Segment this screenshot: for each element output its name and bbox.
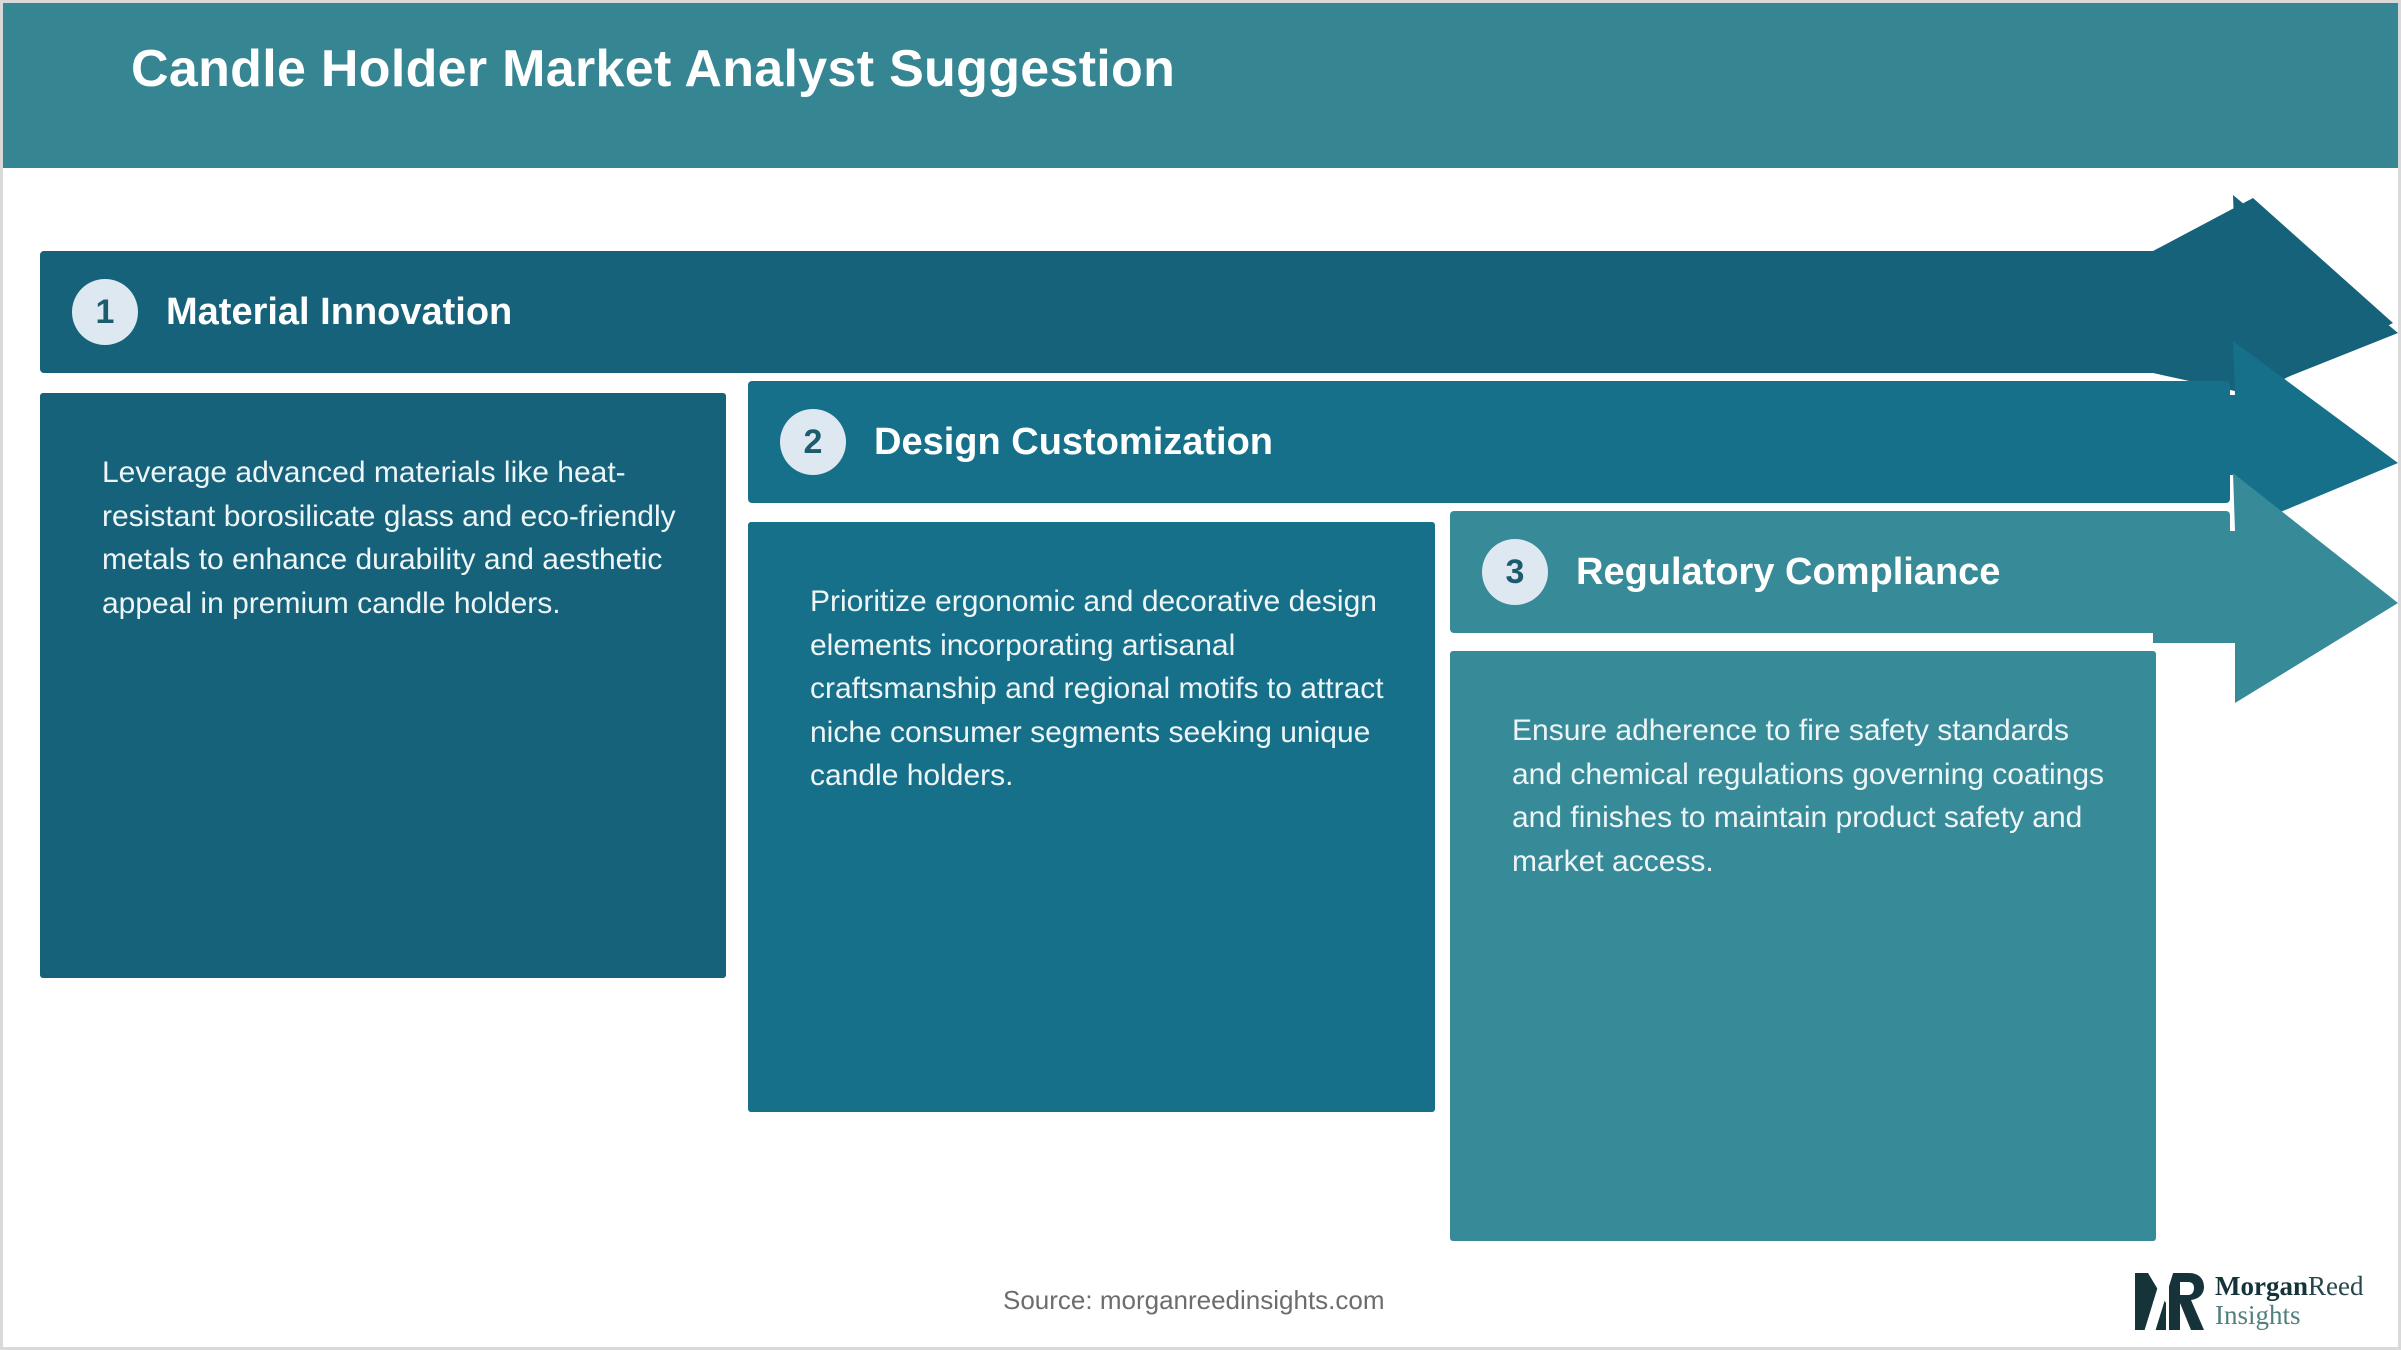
logo-word-morgan: Morgan (2215, 1270, 2308, 1301)
step-card-3: Ensure adherence to fire safety standard… (1450, 651, 2156, 1241)
logo-wordmark: MorganReed Insights (2215, 1270, 2364, 1330)
step-band-2[interactable]: 2 Design Customization (748, 381, 2230, 503)
brand-logo[interactable]: MorganReed Insights (2133, 1263, 2373, 1338)
step-number-badge-1: 1 (72, 279, 138, 345)
step-number-badge-2: 2 (780, 409, 846, 475)
step-band-1[interactable]: 1 Material Innovation (40, 251, 2230, 373)
mr-monogram-icon (2135, 1269, 2204, 1332)
source-attribution: Source: morganreedinsights.com (1003, 1285, 1385, 1315)
step-body-2: Prioritize ergonomic and decorative desi… (810, 585, 1384, 792)
logo-word-insights: Insights (2215, 1299, 2301, 1330)
logo-line-primary: MorganReed (2215, 1270, 2364, 1301)
step-title-2: Design Customization (874, 420, 1274, 463)
step-card-2: Prioritize ergonomic and decorative desi… (748, 522, 1435, 1112)
step-title-1: Material Innovation (166, 290, 513, 333)
step-body-3: Ensure adherence to fire safety standard… (1512, 714, 2105, 878)
step-body-1: Leverage advanced materials like heat-re… (102, 456, 676, 620)
step-number-badge-3: 3 (1482, 539, 1548, 605)
logo-word-reed: Reed (2307, 1270, 2364, 1301)
header-bar: Candle Holder Market Analyst Suggestion (3, 3, 2398, 168)
step-card-1: Leverage advanced materials like heat-re… (40, 393, 726, 978)
step-title-3: Regulatory Compliance (1576, 550, 2001, 593)
page-title: Candle Holder Market Analyst Suggestion (131, 40, 1176, 98)
step-band-3[interactable]: 3 Regulatory Compliance (1450, 511, 2230, 633)
